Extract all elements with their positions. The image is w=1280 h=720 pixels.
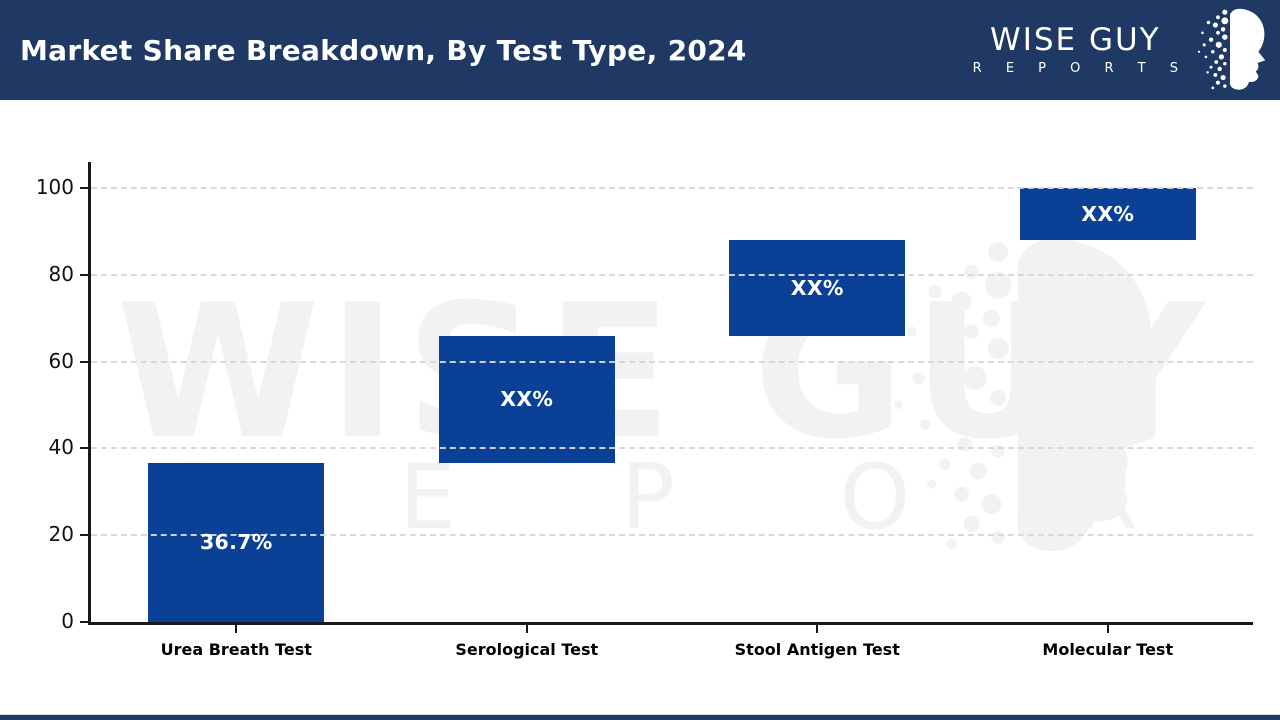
gridline xyxy=(91,187,1253,189)
bar xyxy=(148,462,325,622)
brand-logo: WISE GUY R E P O R T S xyxy=(963,7,1268,93)
plot: 0 20 40 60 80 100 36.7% Urea Breath Test XX% Sero… xyxy=(0,100,1280,714)
gridline xyxy=(91,273,1253,276)
gridline xyxy=(91,360,1253,363)
bar xyxy=(729,240,906,336)
x-tick xyxy=(235,625,238,633)
footer-hairline xyxy=(0,714,1280,715)
bar-value-label: XX% xyxy=(790,275,844,300)
brand-wordmark: WISE GUY R E P O R T S xyxy=(963,21,1188,76)
x-tick xyxy=(1106,625,1109,633)
y-tick xyxy=(80,534,88,537)
y-tick-label: 20 xyxy=(48,522,74,547)
chart-area: WISE GUY R E P O R T S 02040608010036.7%… xyxy=(0,100,1280,714)
page-title: Market Share Breakdown, By Test Type, 20… xyxy=(20,33,747,67)
x-category-label: Serological Test xyxy=(455,640,599,659)
gridline xyxy=(91,447,1253,450)
y-tick xyxy=(80,273,88,276)
bar-value-label: XX% xyxy=(1081,202,1135,227)
x-tick xyxy=(525,625,528,633)
gridline xyxy=(91,534,1253,537)
y-tick-label: 0 xyxy=(61,609,74,633)
bar xyxy=(1019,188,1196,241)
x-axis-line xyxy=(88,622,1253,625)
y-axis-line xyxy=(88,162,91,625)
bar-value-label: XX% xyxy=(500,387,554,412)
bar xyxy=(438,335,615,463)
y-tick xyxy=(80,360,88,363)
y-tick-label: 100 xyxy=(35,175,74,199)
y-tick-label: 60 xyxy=(48,348,74,373)
x-category-label: Stool Antigen Test xyxy=(734,640,900,659)
footer-bar xyxy=(0,715,1280,720)
y-tick-label: 80 xyxy=(48,261,74,286)
y-tick-label: 40 xyxy=(48,435,74,460)
x-tick xyxy=(816,625,819,633)
brand-subtitle: R E P O R T S xyxy=(972,60,1188,76)
brand-name: WISE GUY xyxy=(990,21,1161,58)
bar-value-label: 36.7% xyxy=(199,530,273,555)
y-tick xyxy=(80,187,88,189)
header: Market Share Breakdown, By Test Type, 20… xyxy=(0,0,1280,100)
face-logo-icon xyxy=(1197,8,1266,90)
y-tick xyxy=(80,621,88,623)
y-tick xyxy=(80,447,88,450)
x-category-label: Urea Breath Test xyxy=(160,640,312,659)
x-category-label: Molecular Test xyxy=(1042,640,1174,659)
